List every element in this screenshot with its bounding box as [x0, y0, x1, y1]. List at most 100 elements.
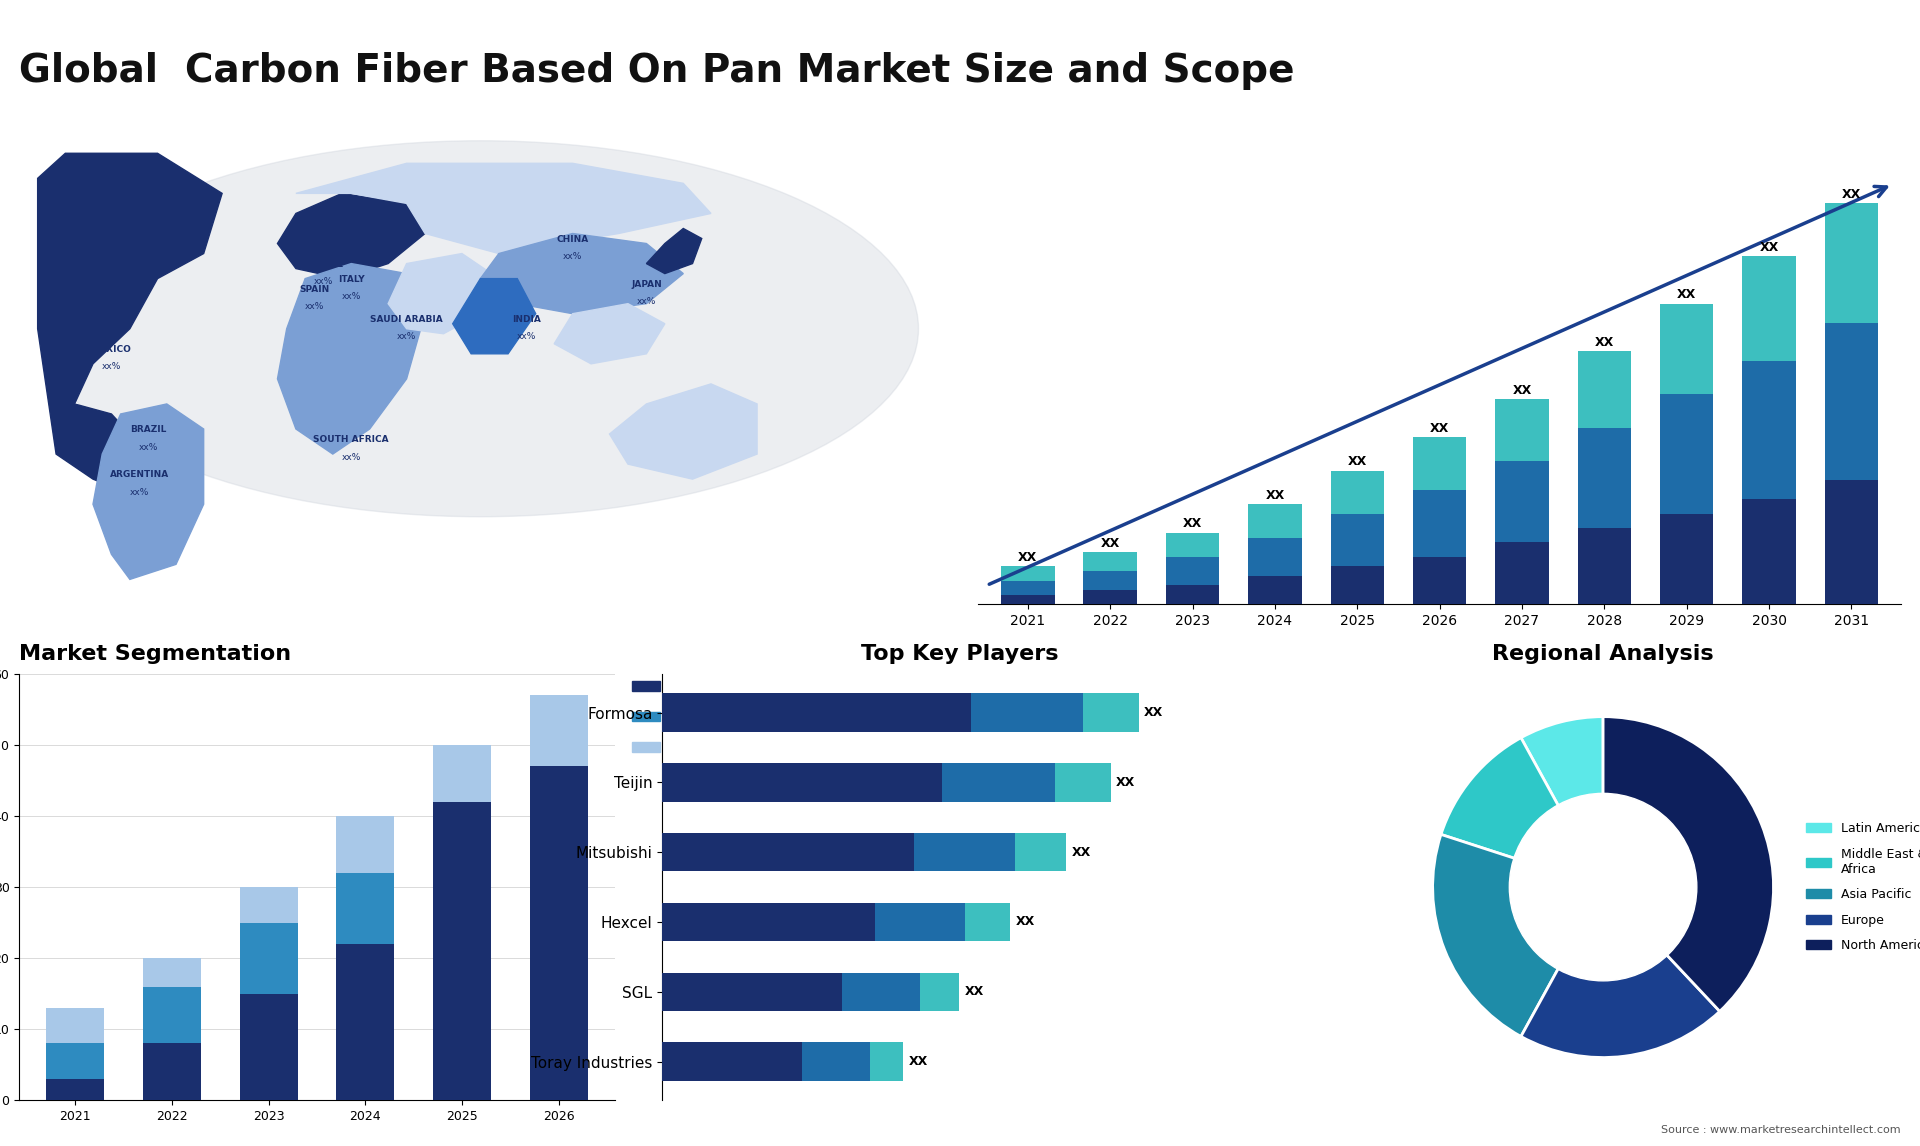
Bar	[1413, 438, 1467, 489]
Wedge shape	[1432, 834, 1603, 1036]
Bar	[46, 1078, 104, 1100]
Polygon shape	[296, 163, 710, 253]
Polygon shape	[647, 228, 701, 274]
Text: CHINA: CHINA	[557, 235, 589, 243]
Text: XX: XX	[1430, 422, 1450, 435]
Bar	[1741, 256, 1795, 361]
Bar	[1578, 427, 1632, 528]
Text: ITALY: ITALY	[338, 275, 365, 283]
Bar	[1413, 489, 1467, 557]
Bar	[432, 802, 492, 1100]
Text: xx%: xx%	[637, 297, 657, 306]
Wedge shape	[1603, 716, 1774, 1012]
Bar	[530, 767, 588, 1100]
Bar	[841, 973, 920, 1011]
Bar	[876, 903, 966, 941]
Bar	[336, 944, 394, 1100]
Text: XX: XX	[1183, 518, 1202, 531]
Polygon shape	[278, 194, 424, 278]
Text: XX: XX	[908, 1055, 927, 1068]
Text: XX: XX	[1144, 706, 1164, 719]
Text: XX: XX	[1016, 916, 1035, 928]
Text: SAUDI ARABIA: SAUDI ARABIA	[371, 315, 444, 323]
Text: xx%: xx%	[313, 277, 334, 286]
Bar	[1578, 528, 1632, 604]
Bar	[530, 696, 588, 767]
Text: xx%: xx%	[313, 252, 334, 261]
Text: xx%: xx%	[342, 292, 361, 301]
Polygon shape	[38, 154, 223, 494]
Bar	[142, 1043, 202, 1100]
Bar	[1496, 461, 1549, 542]
Text: XX: XX	[1018, 551, 1037, 564]
Bar	[432, 745, 492, 802]
Bar	[1083, 590, 1137, 604]
Bar	[1083, 571, 1137, 590]
Bar	[1741, 361, 1795, 500]
Bar	[1824, 203, 1878, 323]
Bar	[1824, 323, 1878, 480]
Title: Regional Analysis: Regional Analysis	[1492, 644, 1715, 665]
Polygon shape	[92, 403, 204, 580]
Text: xx%: xx%	[397, 332, 417, 342]
Text: xx%: xx%	[92, 252, 111, 261]
Text: xx%: xx%	[102, 362, 121, 371]
Text: XX: XX	[1759, 241, 1778, 253]
Text: XX: XX	[1100, 536, 1119, 550]
Text: XX: XX	[966, 986, 985, 998]
Bar	[970, 693, 1083, 732]
Bar	[966, 903, 1010, 941]
Text: JAPAN: JAPAN	[632, 280, 662, 289]
Bar	[1496, 542, 1549, 604]
Bar	[1413, 557, 1467, 604]
Bar	[1661, 394, 1713, 513]
Legend: Latin America, Middle East &
Africa, Asia Pacific, Europe, North America: Latin America, Middle East & Africa, Asi…	[1801, 817, 1920, 957]
Bar	[1248, 504, 1302, 537]
Bar	[1661, 304, 1713, 394]
Text: xx%: xx%	[305, 303, 324, 312]
Text: FRANCE: FRANCE	[303, 260, 344, 268]
Bar	[1083, 552, 1137, 571]
Text: XX: XX	[1071, 846, 1091, 858]
Wedge shape	[1521, 716, 1603, 887]
Bar	[662, 973, 841, 1011]
Bar	[1248, 537, 1302, 575]
Text: U.S.: U.S.	[73, 295, 94, 304]
Bar	[662, 763, 943, 801]
Bar	[662, 1043, 803, 1081]
Text: xx%: xx%	[516, 332, 536, 342]
Bar	[662, 693, 970, 732]
Bar	[336, 873, 394, 944]
Bar	[870, 1043, 902, 1081]
Polygon shape	[555, 304, 664, 363]
Bar	[1578, 352, 1632, 427]
Bar	[1016, 833, 1066, 871]
Text: XX: XX	[1265, 489, 1284, 502]
Text: XX: XX	[1841, 188, 1860, 201]
Text: MEXICO: MEXICO	[92, 345, 131, 354]
Text: BRAZIL: BRAZIL	[131, 425, 167, 434]
Bar	[46, 1007, 104, 1043]
Text: XX: XX	[1116, 776, 1135, 788]
Text: XX: XX	[1676, 289, 1695, 301]
Bar	[1496, 399, 1549, 461]
Bar	[1000, 566, 1054, 581]
Bar	[1054, 763, 1110, 801]
Bar	[914, 833, 1016, 871]
Title: Top Key Players: Top Key Players	[862, 644, 1058, 665]
Text: Global  Carbon Fiber Based On Pan Market Size and Scope: Global Carbon Fiber Based On Pan Market …	[19, 52, 1294, 89]
Bar	[1165, 557, 1219, 586]
Bar	[1331, 471, 1384, 513]
Bar	[1741, 500, 1795, 604]
Bar	[1000, 595, 1054, 604]
Bar	[1824, 480, 1878, 604]
Polygon shape	[388, 253, 499, 333]
Text: U.K.: U.K.	[313, 235, 334, 243]
Bar	[240, 887, 298, 923]
Bar	[662, 833, 914, 871]
Polygon shape	[278, 264, 424, 454]
Bar	[1248, 575, 1302, 604]
Text: SOUTH AFRICA: SOUTH AFRICA	[313, 435, 390, 444]
Ellipse shape	[42, 141, 918, 517]
Text: GERMANY: GERMANY	[336, 235, 386, 243]
